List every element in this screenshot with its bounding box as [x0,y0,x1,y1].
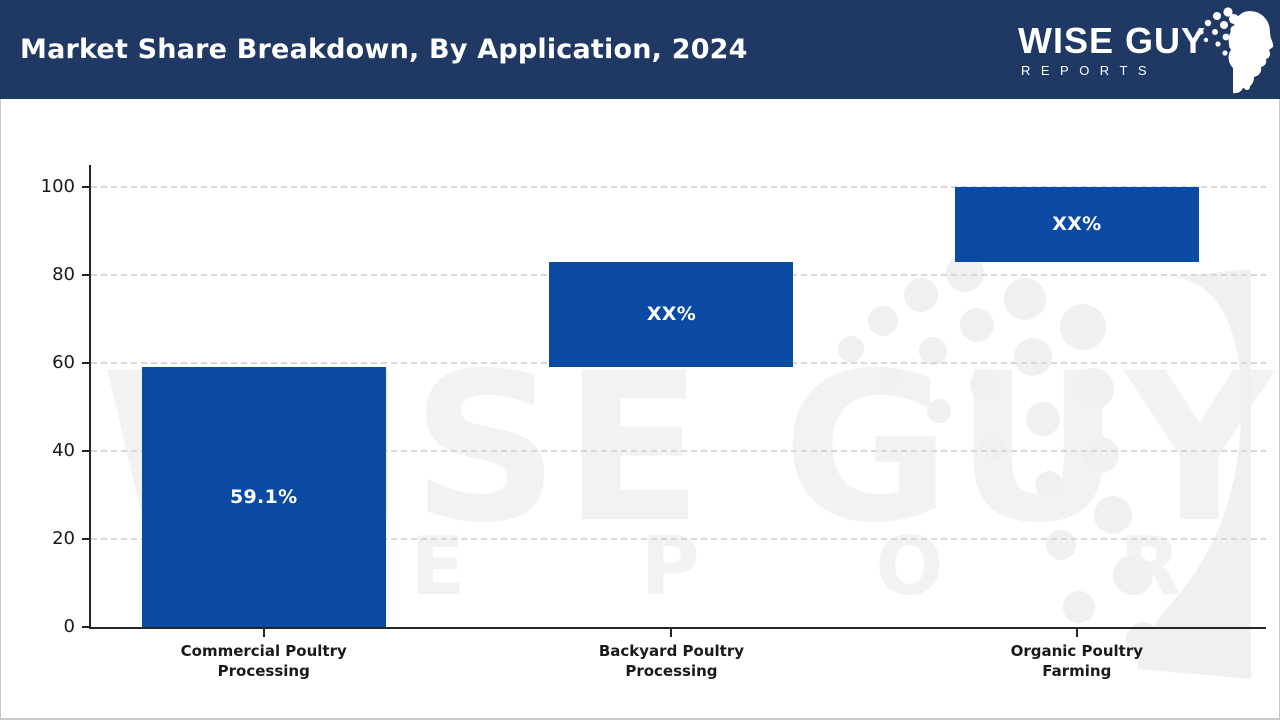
bar-backyard-poultry-processing: XX% [549,261,794,367]
y-tick-mark-40 [82,450,90,452]
y-tick-mark-100 [82,186,90,188]
y-tick-label-80: 80 [52,264,75,285]
y-tick-mark-60 [82,362,90,364]
bar-value-label-organic-poultry-farming: XX% [1052,213,1102,236]
x-tick-mark-commercial-poultry-processing [262,629,265,637]
chart-area: WISE GUY R E P O R T S 02040608010059.1%… [0,99,1280,720]
gridline-20 [91,538,1266,540]
gridline-100 [91,186,1266,188]
y-tick-label-20: 20 [52,528,75,549]
plot-area: 0 20 40 60 80 100 59.1% Commercial Poultry Proc… [1,99,1279,718]
y-tick-mark-20 [82,538,90,540]
logo-subtitle: REPORTS [1020,62,1158,78]
wiseguy-face-icon [1198,7,1274,94]
x-tick-mark-organic-poultry-farming [1075,629,1078,637]
y-tick-mark-0 [82,626,90,628]
y-tick-label-40: 40 [52,440,75,461]
bar-value-label-commercial-poultry-processing: 59.1% [230,485,298,508]
y-tick-label-100: 100 [40,176,75,197]
header: Market Share Breakdown, By Application, … [0,0,1280,99]
x-axis-line [89,627,1266,630]
x-tick-mark-backyard-poultry-processing [670,629,673,637]
y-tick-label-0: 0 [63,616,75,637]
wiseguy-logo-text: WISE GUY REPORTS [1017,19,1206,78]
x-tick-label-backyard-poultry-processing: Backyard Poultry Processing [598,642,745,680]
y-axis-line [89,165,92,629]
chart-title: Market Share Breakdown, By Application, … [20,34,748,65]
bar-organic-poultry-farming: XX% [954,187,1199,262]
logo-wordmark: WISE GUY [1017,19,1206,61]
bar-value-label-backyard-poultry-processing: XX% [646,303,697,326]
gridline-40 [91,450,1266,452]
x-tick-label-organic-poultry-farming: Organic Poultry Farming [1010,642,1144,680]
y-tick-label-60: 60 [52,352,75,373]
wiseguy-logo: WISE GUY REPORTS [1018,4,1278,96]
bar-commercial-poultry-processing: 59.1% [141,366,386,627]
y-tick-mark-80 [82,274,90,276]
x-tick-label-commercial-poultry-processing: Commercial Poultry Processing [180,642,347,680]
